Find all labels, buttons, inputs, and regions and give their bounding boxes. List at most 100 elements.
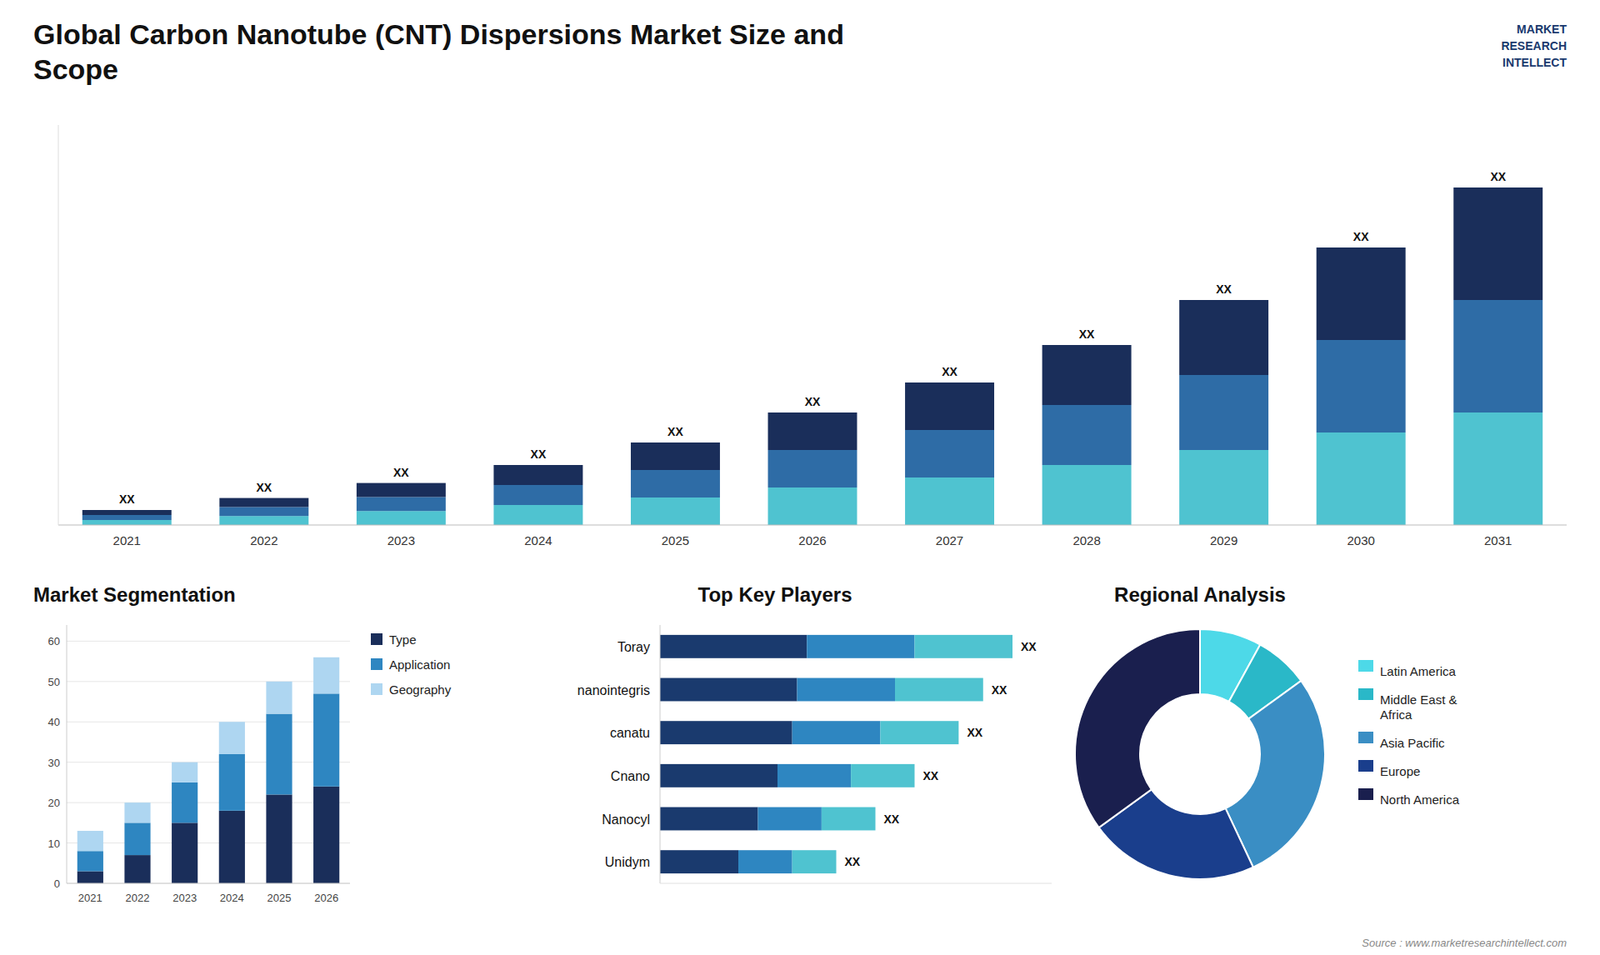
x-tick-label: 2025 [661,533,690,548]
bar-segment [660,635,807,659]
text-line: Source : www.marketresearchintellect.com [1361,936,1567,950]
bar-segment [171,762,198,783]
legend-swatch [1358,731,1374,744]
total-label: XX [991,683,1008,697]
bar-segment [265,681,292,715]
y-tick-label: 0 [54,877,60,890]
text-line: 2023 [387,533,415,548]
bar-segment [171,782,198,823]
bar-segment [265,794,292,884]
bar-segment [171,822,198,884]
text-line: XX [667,425,684,439]
text-line: 2021 [78,891,103,905]
infographic: Global Carbon Nanotube (CNT) Dispersions… [0,0,1600,955]
grid-line [66,761,350,763]
legend-swatch [370,683,383,695]
total-label: XX [1353,230,1370,244]
bar-segment [895,678,984,702]
legend-label: Europe [1380,764,1420,779]
bar-segment [1042,405,1132,465]
text-line: 2026 [798,533,826,548]
total-label: XX [805,395,821,409]
text-line: 20 [48,796,60,810]
text-line: XX [255,480,272,495]
text-line: Application [389,657,450,672]
text-line: XX [1079,327,1095,341]
x-tick-label: 2029 [1210,533,1238,548]
bar-segment [124,822,150,855]
x-axis-line [660,883,1052,885]
total-label: XX [393,465,410,480]
chart-title: Market Segmentation [33,583,236,606]
bar-segment [1316,340,1406,433]
bar-segment [82,520,172,525]
bar-segment [806,635,915,659]
text-line: Market Segmentation [33,583,236,606]
text-line: 2026 [314,891,339,905]
text-line: Africa [1380,707,1413,722]
y-tick-label: 30 [48,755,60,769]
bar-segment [660,764,778,788]
background [0,0,1600,955]
bar-segment [738,850,793,874]
logo-text: MARKETRESEARCHINTELLECT [1500,22,1567,70]
y-axis-line [58,125,60,525]
text-line: XX [393,465,410,480]
bar-segment [1453,187,1543,300]
text-line: Asia Pacific [1380,735,1445,750]
bar-segment [313,786,340,884]
bar-segment [660,720,793,745]
total-label: XX [667,425,684,439]
total-label: XX [1020,640,1037,654]
text-line: 0 [54,877,60,890]
text-line: 2021 [113,533,141,548]
x-tick-label: 2022 [125,891,150,905]
text-line: Type [389,632,417,647]
y-tick-label: Toray [617,639,650,654]
bar-segment [356,483,446,498]
bar-segment [1316,247,1406,340]
text-line: XX [845,855,861,869]
x-tick-label: 2024 [524,533,552,548]
x-axis-line [58,525,1567,526]
total-label: XX [119,492,135,506]
x-tick-label: 2030 [1346,533,1375,548]
bar-segment [758,807,822,831]
text-line: 2028 [1072,533,1100,548]
grid-line [66,680,350,682]
text-line: RESEARCH [1500,39,1567,53]
total-label: XX [923,769,940,783]
bar-segment [124,802,150,823]
text-line: Geography [389,682,452,697]
bar-segment [792,850,837,874]
text-line: 2022 [125,891,150,905]
bar-segment [777,764,851,788]
legend-label: Geography [389,682,452,697]
x-tick-label: 2021 [78,891,103,905]
bar-segment [905,477,995,525]
x-tick-label: 2023 [172,891,197,905]
legend-swatch [1358,660,1374,672]
total-label: XX [845,855,861,869]
text-line: 10 [48,836,60,850]
x-tick-label: 2025 [267,891,292,905]
x-tick-label: 2031 [1484,533,1512,548]
bar-segment [1179,375,1269,450]
text-line: 2029 [1210,533,1238,548]
plot [660,635,1013,874]
text-line: XX [941,365,958,379]
bar-segment [768,487,858,525]
plot [77,657,340,884]
text-line: XX [805,395,821,409]
text-line: 2024 [220,891,245,905]
text-line: XX [884,812,900,826]
text-line: XX [119,492,135,506]
bar-segment [1316,432,1406,525]
x-tick-label: 2024 [220,891,245,905]
legend-label: Latin America [1380,664,1457,679]
total-label: XX [884,812,900,826]
text-line: Nanocyl [601,811,650,826]
grid-line [66,640,350,642]
text-line: canatu [610,725,650,740]
bar-segment [313,657,340,695]
